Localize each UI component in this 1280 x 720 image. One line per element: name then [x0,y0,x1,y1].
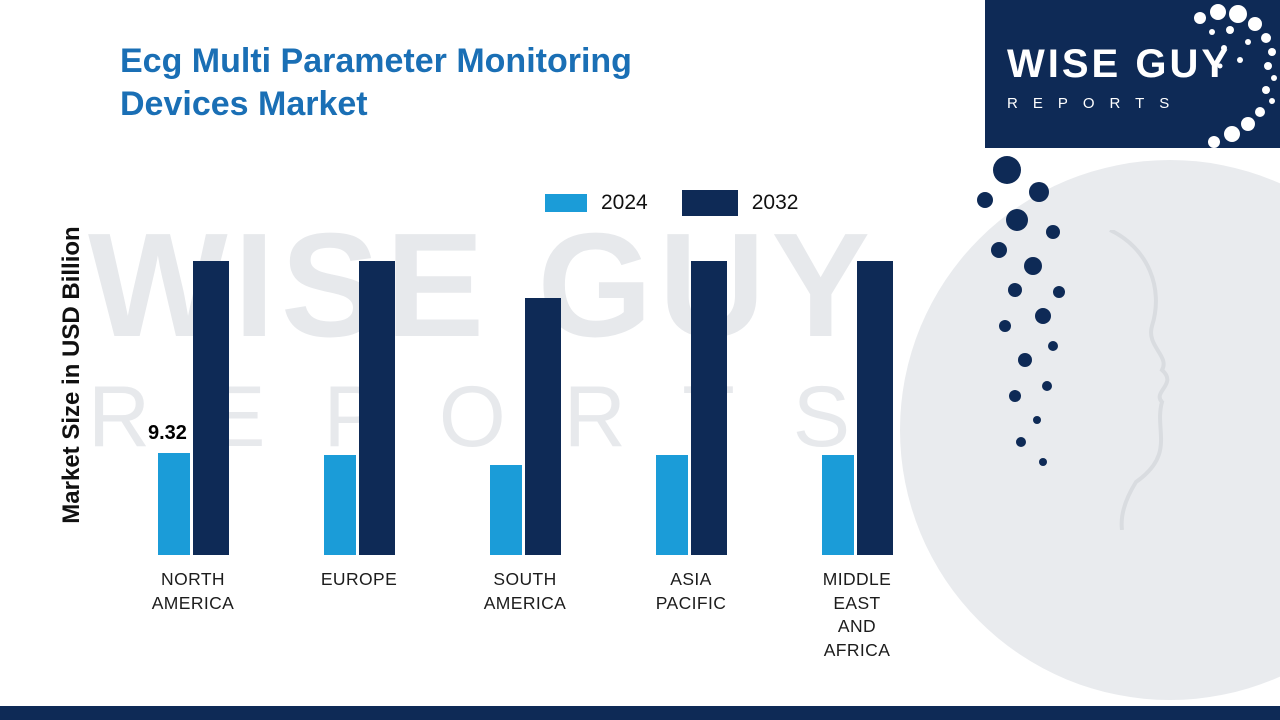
wiseguy-logo: WISE GUY REPORTS [985,0,1280,148]
logo-text: WISE GUY REPORTS [1007,42,1231,112]
legend-label-2024: 2024 [601,191,648,214]
legend-swatch-2024 [545,194,587,212]
bar-value-label: 9.32 [148,422,187,444]
bar-2024-0 [157,453,190,555]
decorative-dots [977,156,1065,466]
bar-2032-1 [358,261,395,555]
legend: 2024 2032 [545,190,798,216]
legend-label-2032: 2032 [751,191,799,214]
legend-item-2024: 2024 [545,191,648,215]
bar-2024-2 [489,465,522,555]
category-label-1: EUROPE [320,569,398,589]
category-label-2: SOUTH AMERICA [483,569,567,613]
bar-group-1: EUROPE [276,250,442,589]
footer-bar [0,706,1280,720]
bar-group-3: ASIA PACIFIC [608,250,774,613]
bar-2032-3 [690,261,727,555]
y-axis-label: Market Size in USD Billion [58,226,85,524]
legend-item-2032: 2032 [681,190,799,216]
category-label-0: NORTH AMERICA [151,569,235,613]
page-title-line1: Ecg Multi Parameter Monitoring [120,42,632,80]
page-title: Ecg Multi Parameter Monitoring Devices M… [120,40,800,125]
category-label-4: MIDDLE EAST AND AFRICA [822,569,892,660]
face-profile-outline [1109,230,1170,530]
bar-group-2: SOUTH AMERICA [442,250,608,613]
bar-group-0: 9.32 NORTH AMERICA [110,250,276,613]
bar-2032-4 [856,261,893,555]
bar-2024-4 [821,455,854,555]
logo-face-dots-icon [1194,4,1277,148]
chart-plot: 9.32 NORTH AMERICA EUROPE SOUTH AMERICA ASIA… [110,250,940,660]
legend-swatch-2032 [681,190,738,216]
logo-brand-sub: REPORTS [1007,95,1185,112]
bar-2024-1 [323,455,356,555]
bar-2032-0 [192,261,229,555]
category-label-3: ASIA PACIFIC [655,569,727,613]
page-title-line2: Devices Market [120,84,368,123]
logo-brand-name: WISE GUY [1007,42,1232,86]
bar-2024-3 [655,455,688,555]
bar-2032-2 [524,298,561,555]
bar-group-4: MIDDLE EAST AND AFRICA [774,250,940,660]
